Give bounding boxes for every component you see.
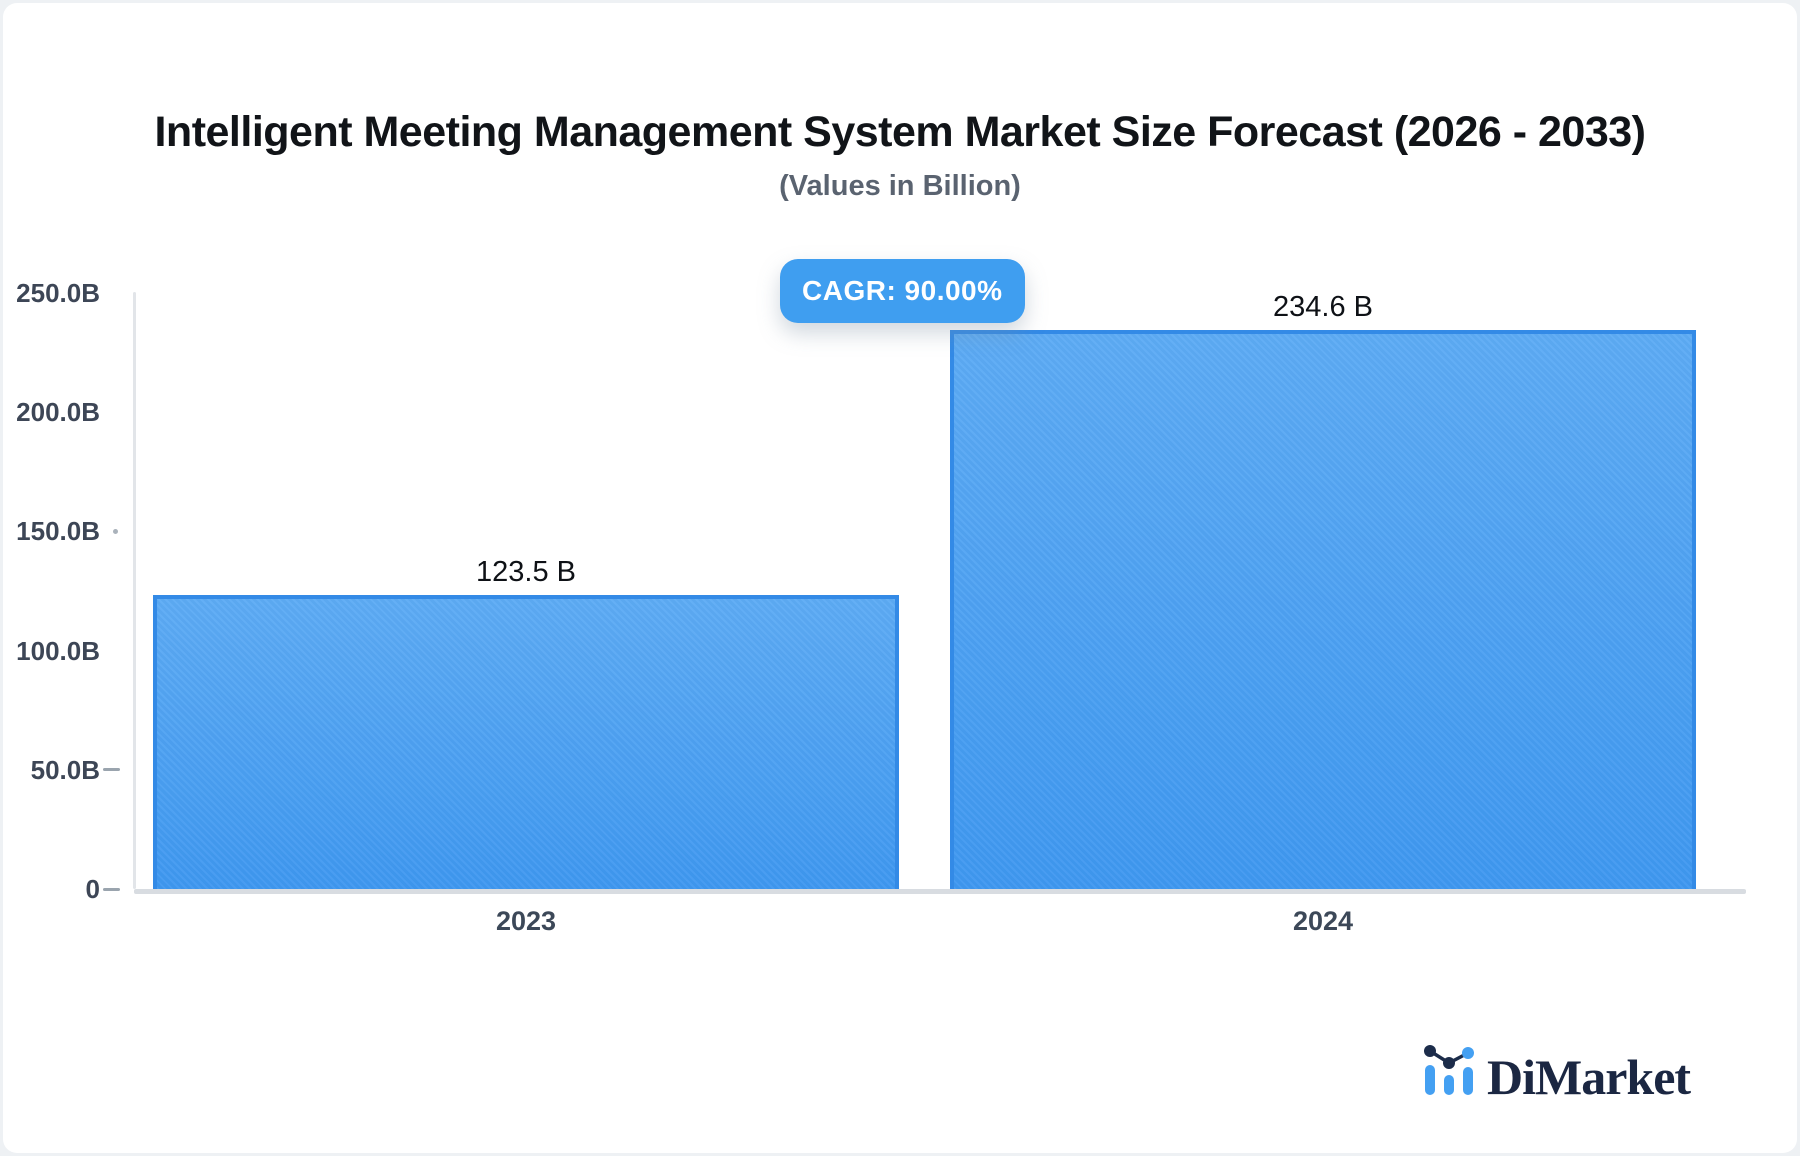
y-axis-tick-label: 100.0B xyxy=(16,635,100,666)
y-axis-tick-label: 50.0B xyxy=(30,754,100,785)
y-axis-line xyxy=(133,292,136,889)
bar-chart-logo-icon xyxy=(1423,1041,1475,1100)
y-axis-tick-mark xyxy=(103,768,120,772)
y-axis-tick-label: 0 xyxy=(85,874,100,904)
chart-stage: Intelligent Meeting Management System Ma… xyxy=(3,3,1797,1153)
x-axis-label-2023: 2023 xyxy=(495,906,557,936)
chart-card: Intelligent Meeting Management System Ma… xyxy=(3,3,1797,1153)
y-axis-tick-label: 150.0B xyxy=(16,516,100,547)
bar-2024 xyxy=(950,329,1696,889)
x-axis-label-2024: 2024 xyxy=(1292,906,1354,936)
bar-2023 xyxy=(153,594,899,889)
bar-value-label: 123.5 B xyxy=(476,555,576,588)
y-axis-tick-mark xyxy=(113,528,118,534)
dimarket-logo-text: DiMarket xyxy=(1487,1049,1691,1105)
y-axis-tick-label: 200.0B xyxy=(16,397,100,428)
x-axis-baseline xyxy=(134,889,1746,894)
dimarket-logo: DiMarket xyxy=(1423,1041,1691,1105)
y-axis-tick-label: 250.0B xyxy=(16,278,100,308)
chart-title: Intelligent Meeting Management System Ma… xyxy=(154,108,1646,156)
cagr-badge: CAGR: 90.00% xyxy=(780,259,1025,323)
y-axis-tick-mark xyxy=(103,887,120,891)
bar-value-label: 234.6 B xyxy=(1273,290,1373,323)
chart-subtitle: (Values in Billion) xyxy=(779,170,1021,202)
